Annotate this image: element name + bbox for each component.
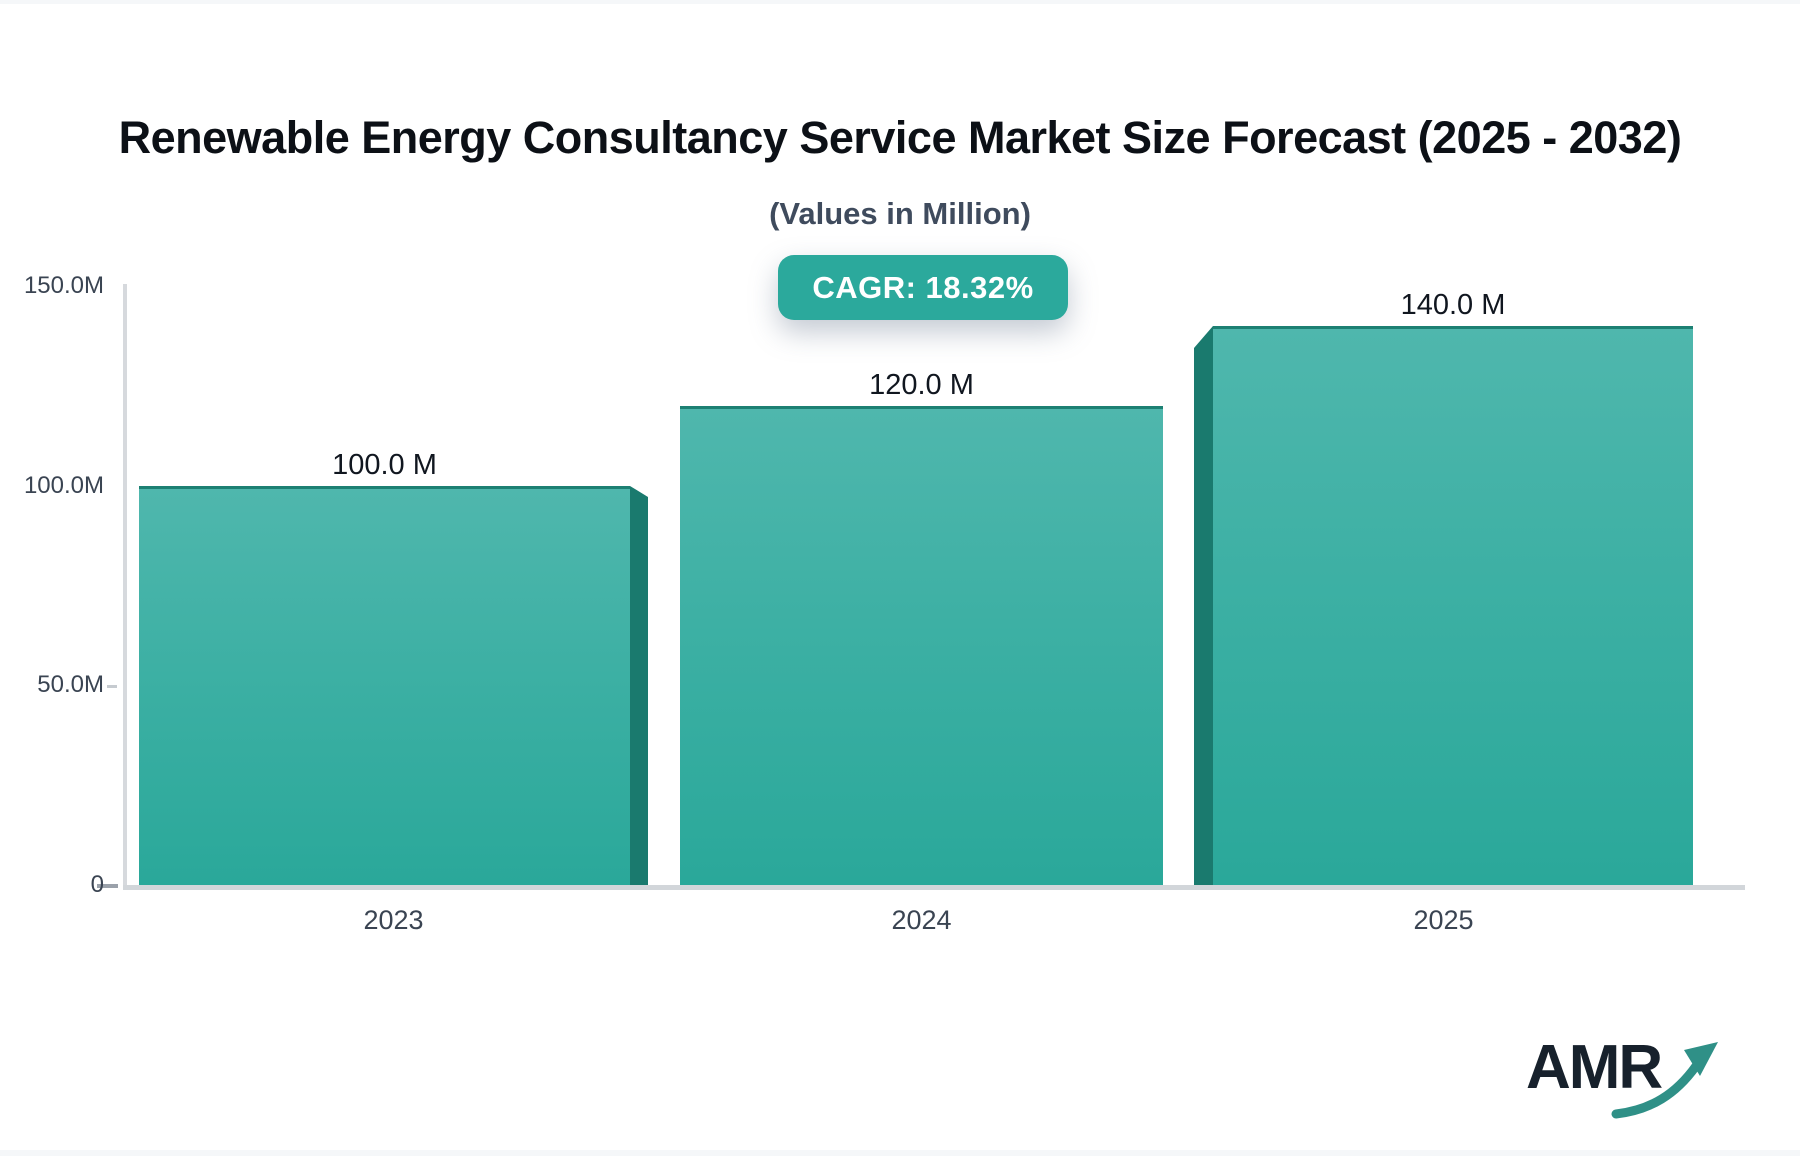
page-title: Renewable Energy Consultancy Service Mar… xyxy=(118,112,1682,163)
x-tick-label-2024: 2024 xyxy=(891,905,952,935)
bar-2025 xyxy=(1213,326,1693,885)
bar-2025-side-face xyxy=(1194,326,1213,885)
bar-value-label-2025: 140.0 M xyxy=(1400,289,1506,321)
page-subtitle: (Values in Million) xyxy=(769,196,1031,231)
y-tick-label-50: 50.0M xyxy=(37,671,104,698)
y-tick-mark-50 xyxy=(107,685,117,688)
y-tick-label-150: 150.0M xyxy=(23,272,104,299)
amr-logo: AMR xyxy=(1518,1024,1728,1124)
bar-2023 xyxy=(139,486,630,885)
y-axis-line xyxy=(123,284,127,885)
amr-logo-text: AMR xyxy=(1526,1033,1663,1102)
bar-value-label-2023: 100.0 M xyxy=(332,449,437,481)
top-edge-divider xyxy=(0,0,1800,4)
cagr-badge: CAGR: 18.32% xyxy=(778,255,1068,320)
bar-value-label-2024: 120.0 M xyxy=(869,369,974,401)
growth-arrow-icon xyxy=(1611,1042,1718,1119)
bottom-edge-divider xyxy=(0,1150,1800,1156)
x-tick-label-2025: 2025 xyxy=(1413,905,1474,935)
bar-2023-side-face xyxy=(630,486,648,885)
bar-2024 xyxy=(680,406,1163,885)
y-tick-label-100: 100.0M xyxy=(23,472,104,499)
y-tick-label-0: 0 xyxy=(90,871,104,898)
cagr-badge-label: CAGR: 18.32% xyxy=(812,269,1034,305)
x-tick-label-2023: 2023 xyxy=(363,905,424,935)
y-tick-mark-0 xyxy=(97,884,118,888)
x-axis-line xyxy=(123,885,1745,890)
